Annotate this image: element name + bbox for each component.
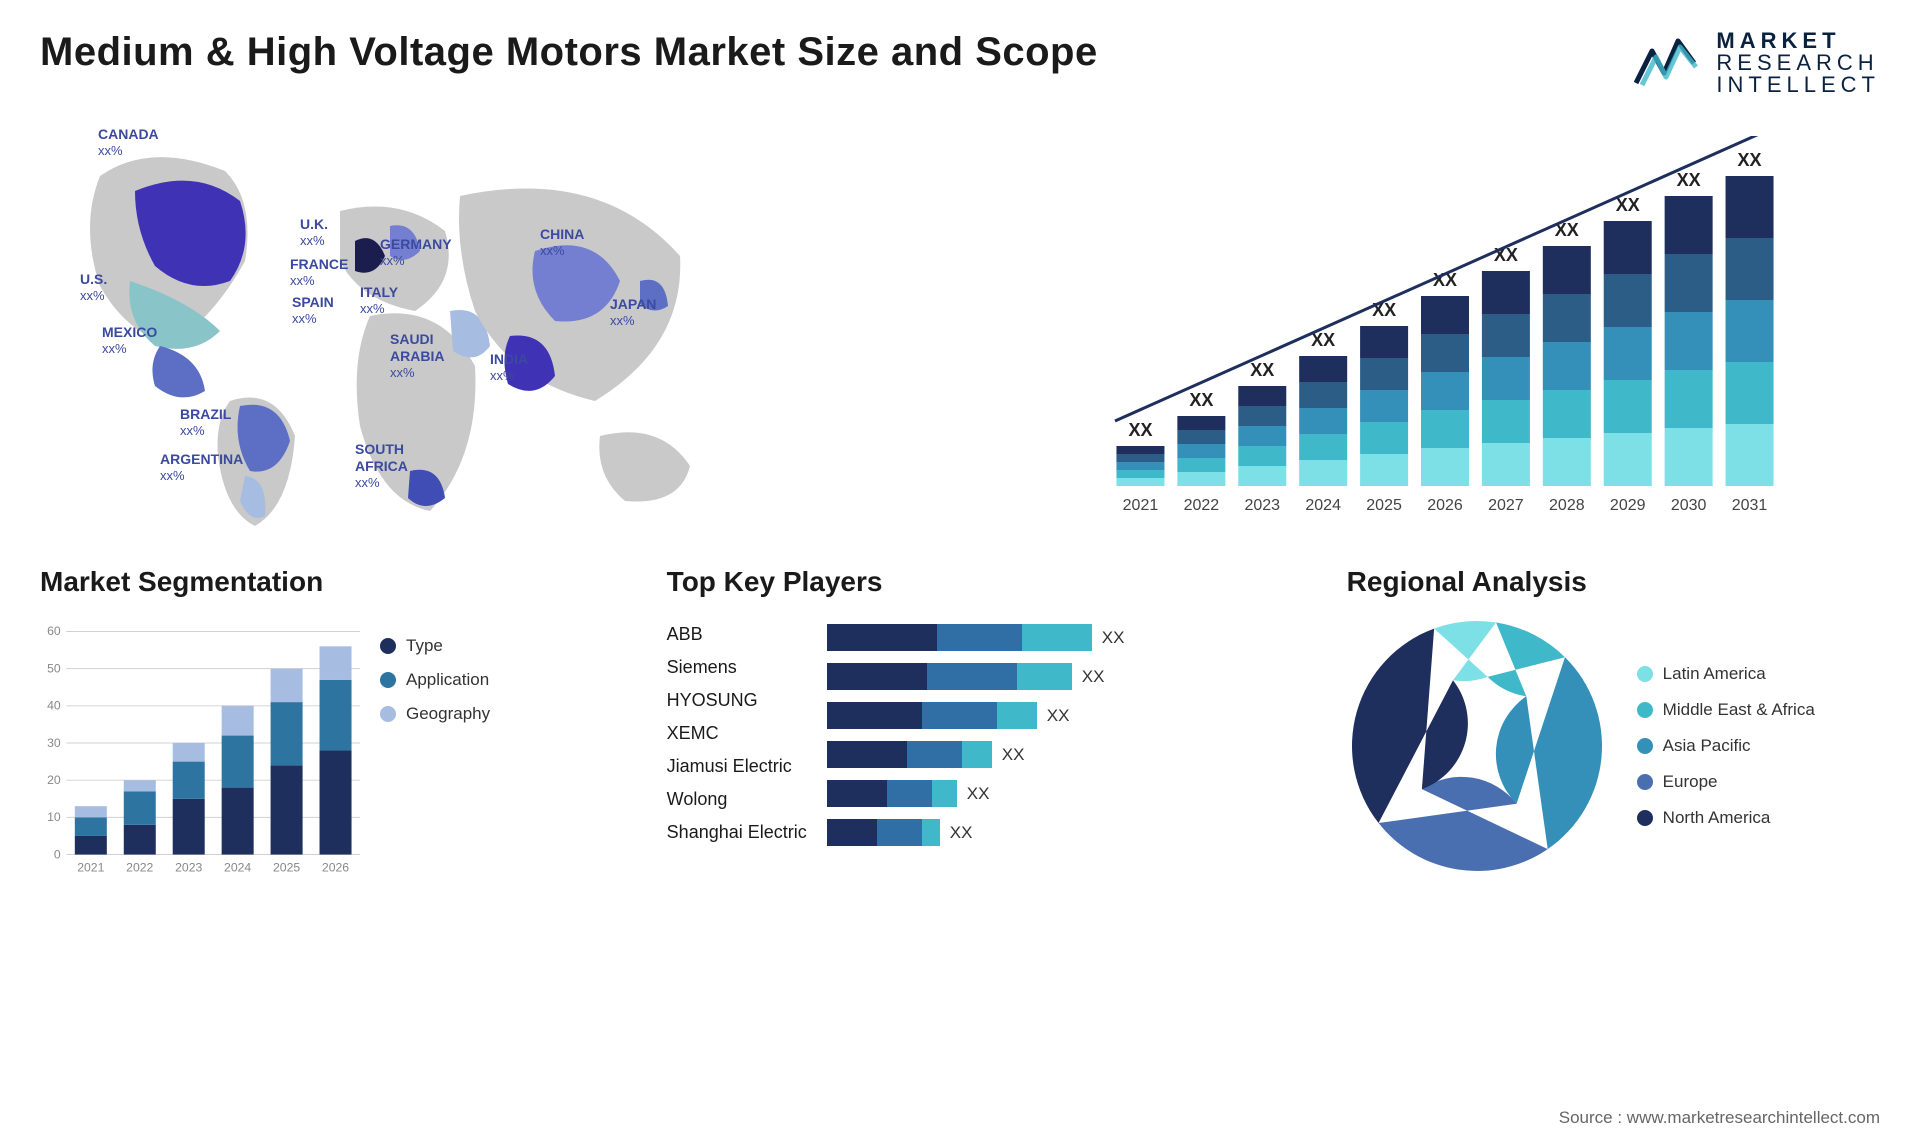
player-jiamusi-electric: Jiamusi Electric — [667, 756, 807, 777]
svg-text:XX: XX — [1250, 360, 1274, 380]
region-legend-latin-america: Latin America — [1637, 664, 1815, 684]
svg-text:10: 10 — [47, 810, 61, 824]
region-legend-middle-east-africa: Middle East & Africa — [1637, 700, 1815, 720]
player-abb: ABB — [667, 624, 807, 645]
svg-text:2028: 2028 — [1549, 497, 1585, 514]
logo-icon — [1634, 33, 1704, 93]
player-hyosung: HYOSUNG — [667, 690, 807, 711]
source-attribution: Source : www.marketresearchintellect.com — [1559, 1108, 1880, 1128]
key-players-list: ABB Siemens HYOSUNG XEMC Jiamusi Electric Wol… — [667, 616, 807, 846]
growth-bar-chart: XX 2021 XX 2022 XX 2023 XX 2024 XX 2025 XX 2026 XX 20… — [980, 116, 1880, 536]
growth-chart-svg: XX 2021 XX 2022 XX 2023 XX 2024 XX 2025 XX 2026 XX 20… — [980, 136, 1880, 536]
svg-text:30: 30 — [47, 736, 61, 750]
svg-text:60: 60 — [47, 624, 61, 638]
world-map: CANADAxx% U.S.xx% MEXICOxx% BRAZILxx% ARGENT… — [40, 116, 940, 536]
player-siemens: Siemens — [667, 657, 807, 678]
player-xemc: XEMC — [667, 723, 807, 744]
svg-text:XX: XX — [1738, 150, 1762, 170]
player-bar-5: XX — [827, 819, 1307, 846]
logo-line2: RESEARCH — [1716, 52, 1880, 74]
player-bar-4: XX — [827, 780, 1307, 807]
svg-text:XX: XX — [1616, 195, 1640, 215]
brand-logo: MARKET RESEARCH INTELLECT — [1634, 30, 1880, 96]
map-label-france: FRANCExx% — [290, 256, 348, 288]
svg-text:2026: 2026 — [322, 860, 349, 874]
svg-text:2023: 2023 — [1244, 497, 1280, 514]
svg-text:2024: 2024 — [1305, 497, 1341, 514]
region-legend-europe: Europe — [1637, 772, 1815, 792]
player-bar-3: XX — [827, 741, 1307, 768]
regional-legend: Latin America Middle East & Africa Asia Pa… — [1637, 664, 1815, 828]
logo-line1: MARKET — [1716, 30, 1880, 52]
region-legend-north-america: North America — [1637, 808, 1815, 828]
map-label-u-s-: U.S.xx% — [80, 271, 107, 303]
svg-text:2025: 2025 — [273, 860, 300, 874]
svg-text:2024: 2024 — [224, 860, 251, 874]
player-bar-0: XX — [827, 624, 1307, 651]
svg-text:2031: 2031 — [1732, 497, 1768, 514]
map-label-germany: GERMANYxx% — [380, 236, 452, 268]
segmentation-title: Market Segmentation — [40, 566, 627, 598]
seg-legend-type: Type — [380, 636, 490, 656]
page-title: Medium & High Voltage Motors Market Size… — [40, 30, 1098, 75]
region-legend-asia-pacific: Asia Pacific — [1637, 736, 1815, 756]
svg-text:2027: 2027 — [1488, 497, 1524, 514]
map-label-mexico: MEXICOxx% — [102, 324, 157, 356]
svg-text:2030: 2030 — [1671, 497, 1707, 514]
key-players-bars: XX XX XX XX XX XX — [827, 616, 1307, 846]
svg-text:2022: 2022 — [126, 860, 153, 874]
svg-text:2029: 2029 — [1610, 497, 1646, 514]
segmentation-chart: 0 10 20 30 40 50 60 2021 2022 2023 2024 2025 2026 — [40, 616, 360, 886]
map-label-argentina: ARGENTINAxx% — [160, 451, 243, 483]
map-label-u-k-: U.K.xx% — [300, 216, 328, 248]
svg-text:XX: XX — [1677, 170, 1701, 190]
map-label-china: CHINAxx% — [540, 226, 584, 258]
map-label-spain: SPAINxx% — [292, 294, 334, 326]
map-label-south-africa: SOUTHAFRICAxx% — [355, 441, 408, 490]
map-label-italy: ITALYxx% — [360, 284, 398, 316]
seg-legend-application: Application — [380, 670, 490, 690]
segmentation-legend: Type Application Geography — [380, 616, 490, 886]
svg-text:XX: XX — [1372, 300, 1396, 320]
svg-text:40: 40 — [47, 699, 61, 713]
player-shanghai-electric: Shanghai Electric — [667, 822, 807, 843]
key-players-title: Top Key Players — [667, 566, 1307, 598]
svg-text:0: 0 — [54, 847, 61, 861]
svg-text:2022: 2022 — [1184, 497, 1220, 514]
regional-title: Regional Analysis — [1347, 566, 1880, 598]
regional-donut — [1347, 616, 1607, 876]
player-wolong: Wolong — [667, 789, 807, 810]
seg-legend-geography: Geography — [380, 704, 490, 724]
logo-line3: INTELLECT — [1716, 74, 1880, 96]
svg-text:50: 50 — [47, 661, 61, 675]
map-label-canada: CANADAxx% — [98, 126, 159, 158]
map-label-brazil: BRAZILxx% — [180, 406, 231, 438]
map-label-japan: JAPANxx% — [610, 296, 656, 328]
svg-text:2025: 2025 — [1366, 497, 1402, 514]
svg-text:20: 20 — [47, 773, 61, 787]
player-bar-1: XX — [827, 663, 1307, 690]
svg-text:2021: 2021 — [1123, 497, 1159, 514]
svg-text:XX: XX — [1189, 390, 1213, 410]
map-label-india: INDIAxx% — [490, 351, 528, 383]
svg-text:2026: 2026 — [1427, 497, 1463, 514]
svg-text:XX: XX — [1128, 420, 1152, 440]
player-bar-2: XX — [827, 702, 1307, 729]
map-label-saudi-arabia: SAUDIARABIAxx% — [390, 331, 444, 380]
svg-text:2023: 2023 — [175, 860, 202, 874]
svg-text:2021: 2021 — [77, 860, 104, 874]
